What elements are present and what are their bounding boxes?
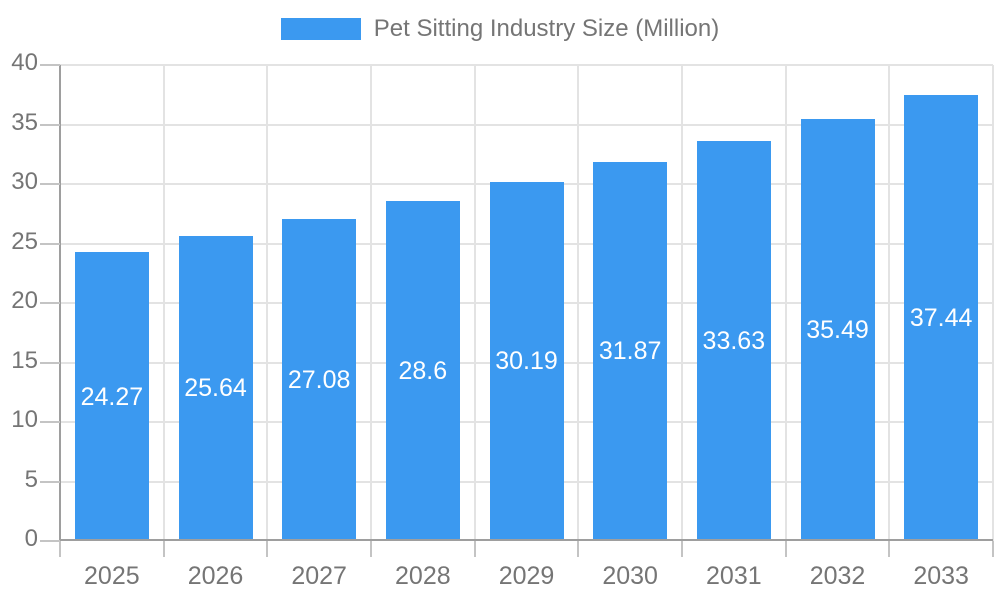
y-axis-tick-label: 20	[11, 287, 38, 314]
x-axis-tick	[370, 541, 372, 557]
bar-2026[interactable]	[178, 235, 253, 539]
y-axis-tick	[40, 183, 60, 185]
bar-2028[interactable]	[385, 200, 460, 539]
x-axis-line	[60, 539, 993, 541]
gridline-vertical	[888, 65, 891, 541]
gridline-horizontal	[60, 123, 993, 126]
gridline-vertical	[370, 65, 372, 541]
bar-value-label: 28.6	[398, 356, 448, 385]
bar-value-label: 37.44	[909, 304, 973, 333]
legend-label: Pet Sitting Industry Size (Million)	[373, 15, 720, 42]
y-axis-tick-label: 0	[24, 525, 38, 552]
y-axis-tick-label: 15	[11, 346, 38, 374]
y-axis-tick-label: 40	[11, 49, 38, 76]
y-axis-tick-label: 35	[11, 108, 38, 136]
gridline-vertical	[784, 65, 787, 541]
gridline-vertical	[266, 65, 269, 541]
plot-area: 0 5 10 15 20 25 30 35 40 24.27 2025 25.64 2026 27.08 2…	[11, 49, 994, 590]
x-axis-tick-label: 2030	[602, 562, 658, 590]
bar-2027[interactable]	[282, 218, 357, 539]
bar-value-label: 30.19	[495, 347, 558, 376]
gridline-vertical	[473, 65, 476, 541]
y-axis-tick	[40, 540, 60, 542]
bar-2031[interactable]	[696, 140, 771, 539]
x-axis-tick-label: 2028	[395, 562, 451, 590]
gridline-vertical	[681, 65, 683, 541]
y-axis-tick	[40, 361, 60, 364]
x-axis-tick-label: 2031	[706, 562, 762, 590]
y-axis-tick	[40, 480, 60, 483]
y-axis-tick-label: 5	[24, 465, 38, 493]
x-axis-tick-label: 2033	[913, 562, 969, 590]
y-axis-tick	[40, 64, 60, 66]
x-axis-tick-label: 2029	[498, 562, 555, 590]
bar-2025[interactable]	[74, 252, 149, 539]
y-axis-tick-label: 25	[11, 227, 38, 255]
bar-2029[interactable]	[489, 181, 564, 539]
bar-value-label: 31.87	[598, 337, 662, 366]
bar-value-label: 33.63	[702, 326, 766, 355]
x-axis-tick	[681, 541, 683, 557]
gridline-vertical	[577, 65, 580, 541]
x-axis-tick	[992, 541, 994, 557]
gridline-vertical	[992, 65, 994, 541]
x-axis-tick	[162, 541, 165, 557]
bar-2030[interactable]	[593, 161, 668, 539]
bar-value-label: 35.49	[806, 315, 869, 344]
y-axis-tick-label: 30	[11, 168, 38, 195]
bar-2033[interactable]	[904, 95, 979, 539]
x-axis-tick	[784, 541, 787, 557]
y-axis-tick	[40, 302, 60, 304]
y-axis-tick	[40, 242, 60, 245]
x-axis-tick	[577, 541, 580, 557]
y-axis-tick-label: 10	[11, 406, 38, 433]
bar-2032[interactable]	[800, 118, 875, 539]
x-axis-tick-label: 2026	[187, 562, 244, 590]
x-axis-tick-label: 2027	[291, 562, 347, 590]
x-axis-tick	[473, 541, 476, 557]
y-axis-line	[59, 65, 61, 541]
x-axis-tick	[888, 541, 891, 557]
x-axis-tick-label: 2032	[809, 562, 866, 590]
legend-swatch-icon	[280, 18, 361, 40]
bar-value-label: 24.27	[80, 382, 144, 411]
gridline-horizontal	[60, 64, 993, 66]
x-axis-tick	[266, 541, 269, 557]
x-axis-tick	[59, 541, 61, 557]
y-axis-tick	[40, 123, 60, 126]
legend[interactable]: Pet Sitting Industry Size (Million)	[0, 16, 1000, 42]
bar-value-label: 25.64	[184, 374, 247, 403]
y-axis-tick	[40, 421, 60, 423]
bar-value-label: 27.08	[287, 365, 351, 394]
x-axis-tick-label: 2025	[84, 562, 140, 590]
gridline-vertical	[162, 65, 165, 541]
